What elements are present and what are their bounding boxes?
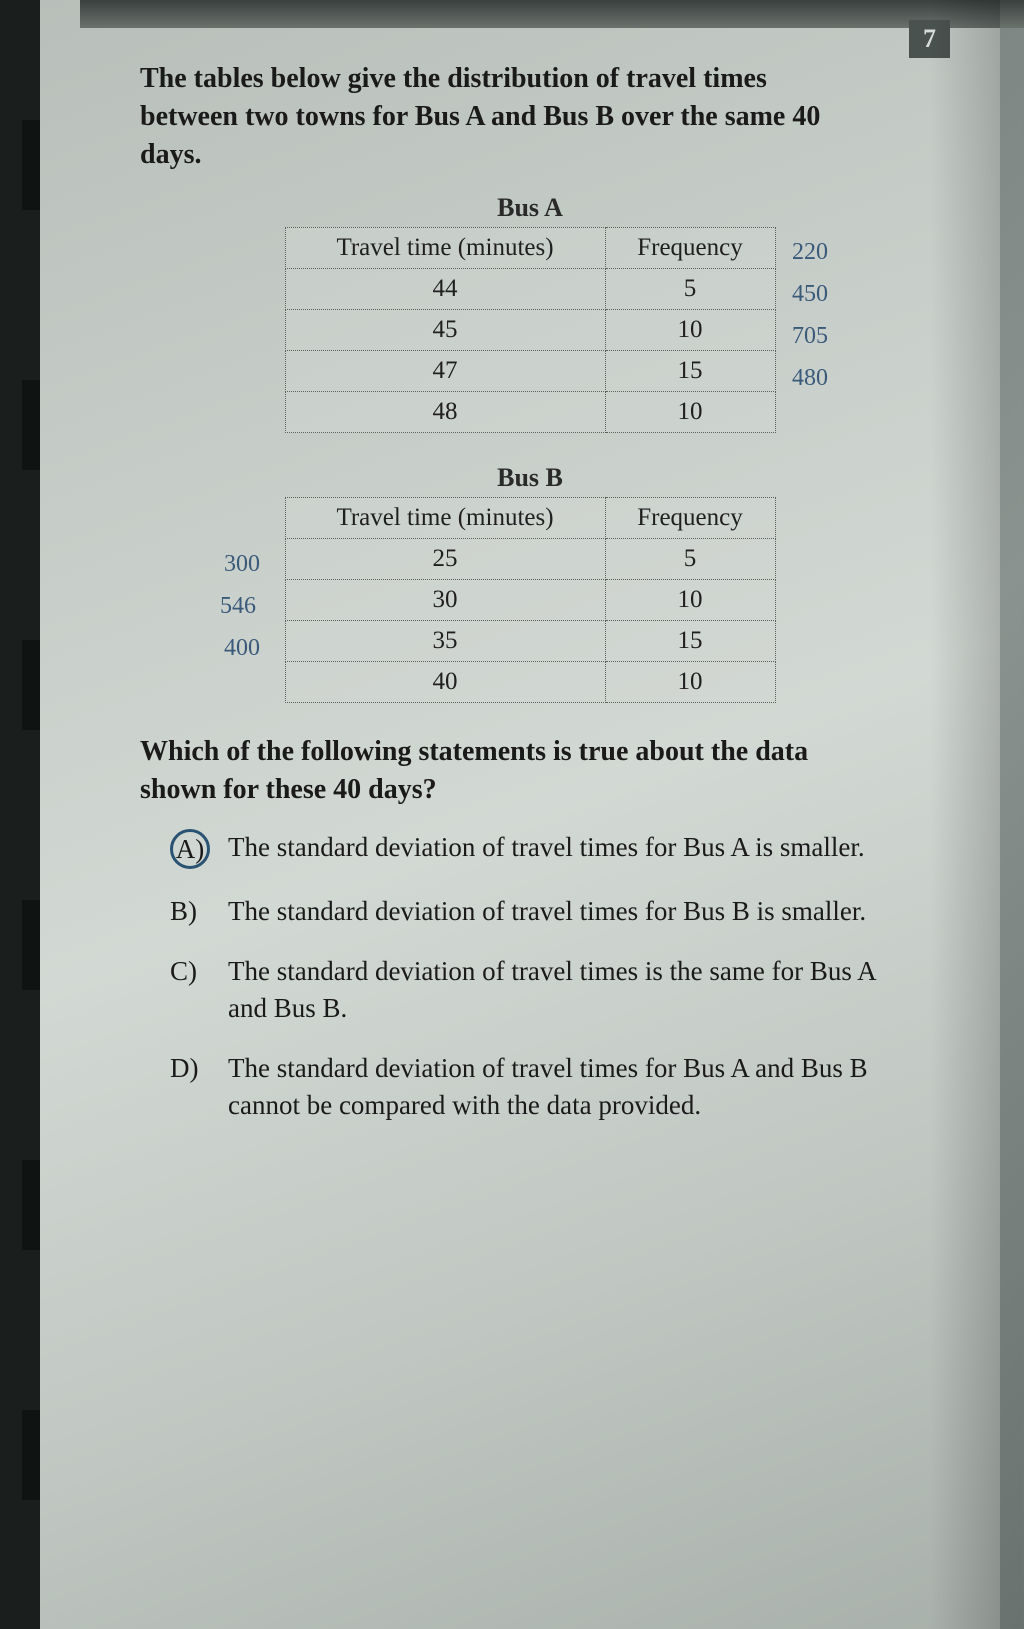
cell-freq: 5 <box>605 269 775 310</box>
table-block-bus-a: Bus A Travel time (minutes) Frequency 44… <box>250 193 810 433</box>
cell-time: 48 <box>285 392 605 433</box>
cell-freq: 10 <box>605 392 775 433</box>
handwritten-annotation: 400 <box>224 635 260 662</box>
option-c: C) The standard deviation of travel time… <box>170 953 890 1026</box>
cell-time: 44 <box>285 269 605 310</box>
table-row: 48 10 <box>285 392 775 433</box>
table-row: 25 5 <box>285 539 775 580</box>
cell-freq: 10 <box>605 580 775 621</box>
table-row: 40 10 <box>285 662 775 703</box>
header-travel-time: Travel time (minutes) <box>285 228 605 269</box>
cell-time: 45 <box>285 310 605 351</box>
page-top-shadow <box>80 0 1024 28</box>
handwritten-annotation: 450 <box>792 281 828 308</box>
option-letter: C) <box>170 953 214 1026</box>
option-text: The standard deviation of travel times i… <box>228 953 890 1026</box>
cell-time: 35 <box>285 621 605 662</box>
page-right-shadow <box>930 0 1000 1629</box>
book-binding <box>0 0 45 1629</box>
header-frequency: Frequency <box>605 228 775 269</box>
circled-letter: A) <box>170 829 210 869</box>
option-letter: B) <box>170 893 214 929</box>
option-letter: D) <box>170 1050 214 1123</box>
option-a: A) The standard deviation of travel time… <box>170 829 890 869</box>
handwritten-annotation: 220 <box>792 239 828 266</box>
handwritten-annotation: 480 <box>792 365 828 392</box>
option-text: The standard deviation of travel times f… <box>228 893 866 929</box>
question-text: Which of the following statements is tru… <box>140 733 880 809</box>
table-row: 44 5 <box>285 269 775 310</box>
cell-freq: 10 <box>605 662 775 703</box>
table-bus-b: Travel time (minutes) Frequency 25 5 30 … <box>285 497 776 703</box>
option-d: D) The standard deviation of travel time… <box>170 1050 890 1123</box>
table-title-bus-a: Bus A <box>250 193 810 223</box>
table-block-bus-b: Bus B Travel time (minutes) Frequency 25… <box>250 463 810 703</box>
cell-time: 47 <box>285 351 605 392</box>
question-intro: The tables below give the distribution o… <box>140 60 840 173</box>
option-text: The standard deviation of travel times f… <box>228 829 865 869</box>
table-row: 35 15 <box>285 621 775 662</box>
handwritten-annotation: 705 <box>792 323 828 350</box>
answer-options: A) The standard deviation of travel time… <box>170 829 890 1123</box>
page-content: 7 The tables below give the distribution… <box>40 0 1000 1629</box>
option-b: B) The standard deviation of travel time… <box>170 893 890 929</box>
header-frequency: Frequency <box>605 498 775 539</box>
cell-time: 40 <box>285 662 605 703</box>
cell-freq: 15 <box>605 351 775 392</box>
option-letter: A) <box>170 829 214 869</box>
cell-freq: 15 <box>605 621 775 662</box>
table-row: 45 10 <box>285 310 775 351</box>
header-travel-time: Travel time (minutes) <box>285 498 605 539</box>
table-header-row: Travel time (minutes) Frequency <box>285 498 775 539</box>
table-row: 47 15 <box>285 351 775 392</box>
cell-freq: 10 <box>605 310 775 351</box>
handwritten-annotation: 300 <box>224 551 260 578</box>
option-text: The standard deviation of travel times f… <box>228 1050 890 1123</box>
handwritten-annotation: 546 <box>220 593 256 620</box>
table-title-bus-b: Bus B <box>250 463 810 493</box>
table-row: 30 10 <box>285 580 775 621</box>
cell-time: 25 <box>285 539 605 580</box>
table-bus-a: Travel time (minutes) Frequency 44 5 45 … <box>285 227 776 433</box>
cell-freq: 5 <box>605 539 775 580</box>
table-header-row: Travel time (minutes) Frequency <box>285 228 775 269</box>
cell-time: 30 <box>285 580 605 621</box>
